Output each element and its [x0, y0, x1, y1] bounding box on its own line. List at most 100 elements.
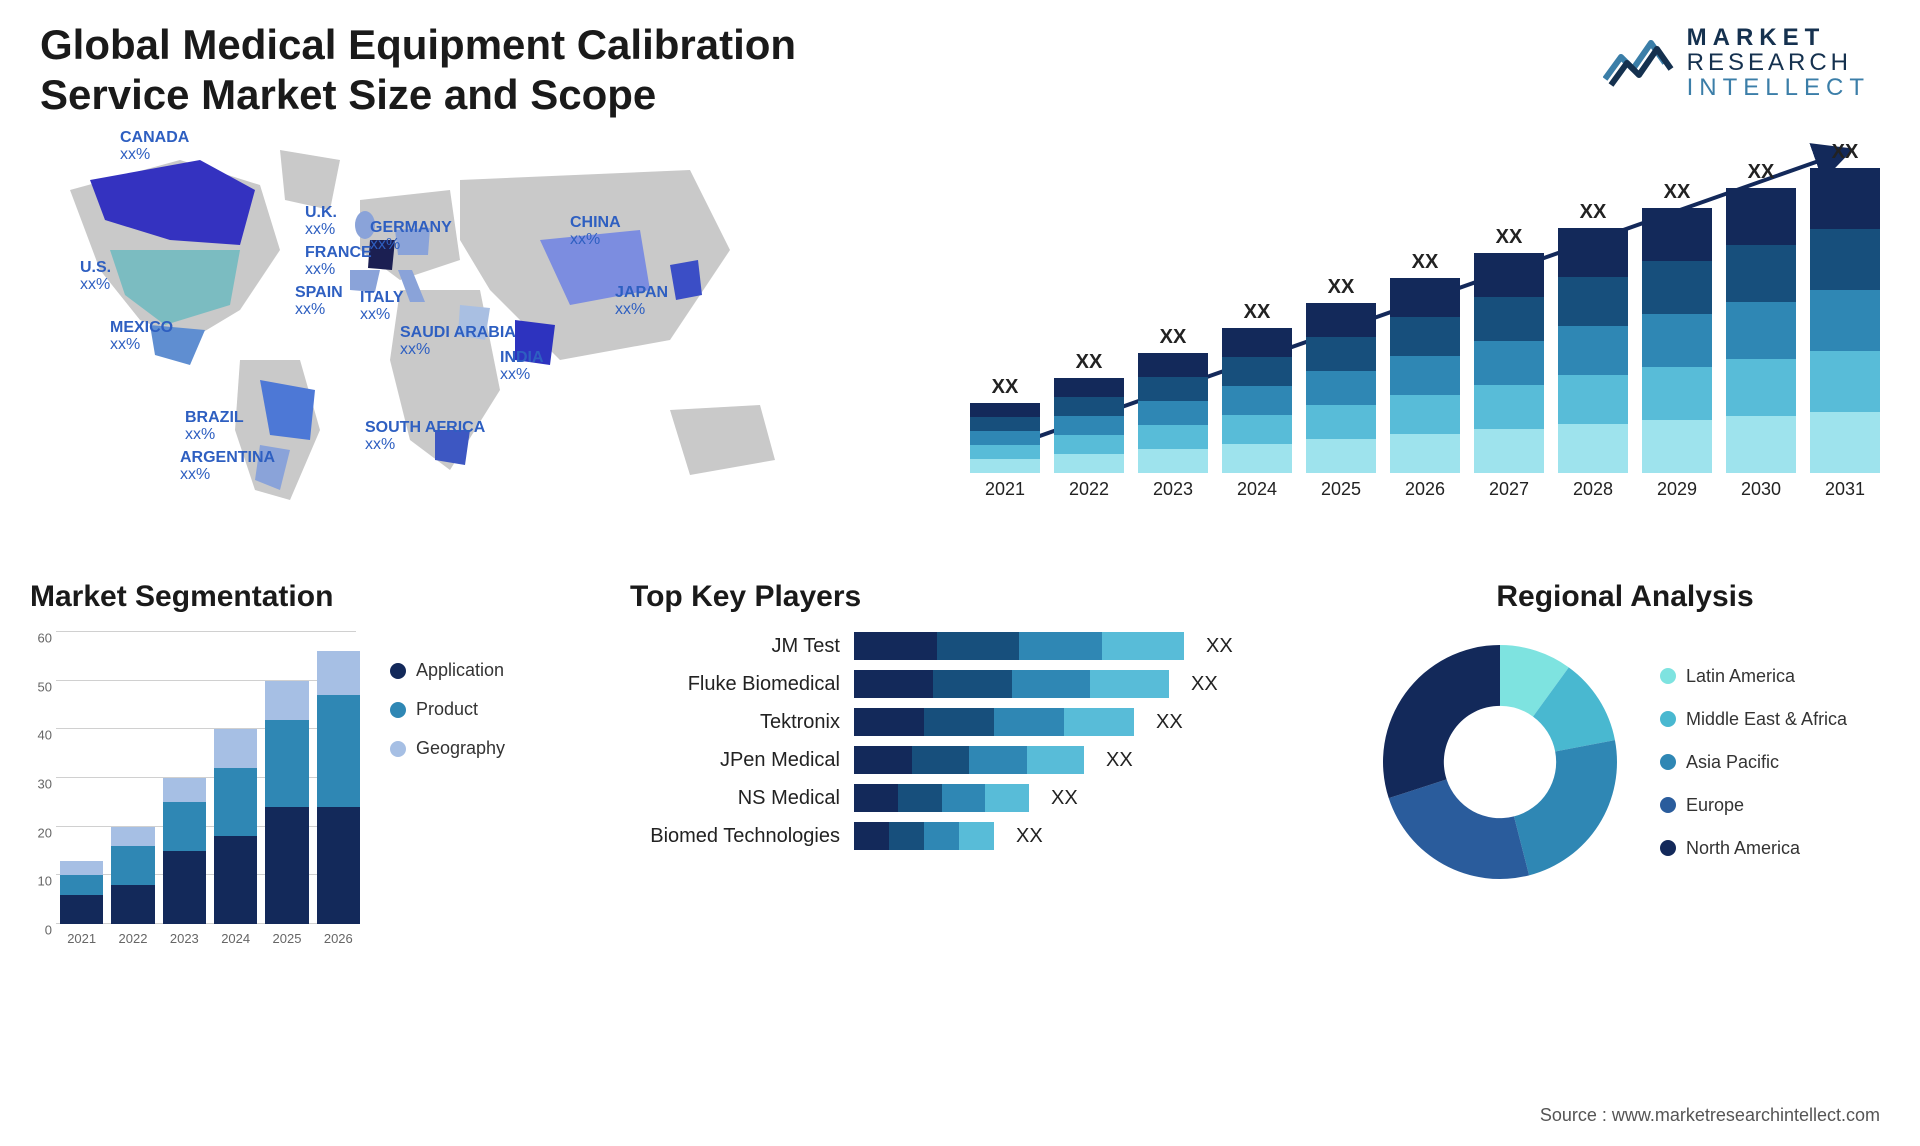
growth-chart: XX2021XX2022XX2023XX2024XX2025XX2026XX20… — [970, 130, 1880, 540]
growth-bar-stack — [1222, 328, 1292, 473]
growth-bar-2030: XX2030 — [1726, 161, 1796, 500]
growth-year-label: 2027 — [1489, 479, 1529, 500]
seg-year-label: 2021 — [60, 931, 103, 946]
map-label-argentina: ARGENTINAxx% — [180, 450, 275, 484]
player-row: Biomed TechnologiesXX — [630, 822, 1330, 850]
legend-swatch-icon — [1660, 840, 1676, 856]
map-label-china: CHINAxx% — [570, 215, 621, 249]
seg-bar-2023: 2023 — [163, 778, 206, 924]
growth-bar-stack — [1810, 168, 1880, 473]
growth-bar-stack — [1054, 378, 1124, 473]
seg-bar-2022: 2022 — [111, 827, 154, 924]
player-row: NS MedicalXX — [630, 784, 1330, 812]
growth-bar-label: XX — [992, 376, 1019, 399]
growth-bar-label: XX — [1832, 141, 1859, 164]
map-label-mexico: MEXICOxx% — [110, 320, 173, 354]
map-label-spain: SPAINxx% — [295, 285, 343, 319]
player-bar — [854, 708, 1134, 736]
legend-swatch-icon — [1660, 711, 1676, 727]
growth-year-label: 2029 — [1657, 479, 1697, 500]
seg-legend-item: Geography — [390, 738, 505, 759]
regional-legend: Latin America Middle East & Africa Asia Pa… — [1660, 666, 1847, 859]
growth-bar-2025: XX 2025 — [1306, 276, 1376, 500]
seg-legend-item: Product — [390, 699, 505, 720]
page-title: Global Medical Equipment Calibration Ser… — [40, 20, 940, 121]
growth-year-label: 2025 — [1321, 479, 1361, 500]
growth-bar-label: XX — [1328, 276, 1355, 299]
growth-year-label: 2031 — [1825, 479, 1865, 500]
region-legend-item: Europe — [1660, 795, 1847, 816]
growth-bars: XX2021XX2022XX2023XX2024XX2025XX2026XX20… — [970, 170, 1880, 500]
legend-label: Middle East & Africa — [1686, 709, 1847, 730]
growth-bar-stack — [1306, 303, 1376, 473]
player-bar — [854, 746, 1084, 774]
player-value: XX — [1051, 787, 1078, 810]
seg-ytick: 30 — [38, 777, 52, 792]
donut-slice-asia-pacific — [1514, 740, 1617, 875]
legend-swatch-icon — [1660, 754, 1676, 770]
seg-year-label: 2026 — [317, 931, 360, 946]
growth-bar-label: XX — [1748, 161, 1775, 184]
growth-bar-stack — [1138, 353, 1208, 473]
player-bar — [854, 784, 1029, 812]
seg-bar-2026: 2026 — [317, 651, 360, 924]
growth-year-label: 2023 — [1153, 479, 1193, 500]
donut-slice-north-america — [1383, 645, 1500, 798]
growth-bar-stack — [1390, 278, 1460, 473]
segmentation-plot: 202120222023202420252026 — [60, 632, 360, 924]
growth-bar-2022: XX 2022 — [1054, 351, 1124, 500]
map-label-saudi-arabia: SAUDI ARABIAxx% — [400, 325, 516, 359]
growth-bar-label: XX — [1412, 251, 1439, 274]
legend-label: Application — [416, 660, 504, 681]
seg-ytick: 50 — [38, 679, 52, 694]
growth-bar-stack — [970, 403, 1040, 473]
legend-label: Latin America — [1686, 666, 1795, 687]
logo-mark-icon — [1603, 35, 1675, 91]
legend-label: North America — [1686, 838, 1800, 859]
segmentation-chart: 0102030405060 202120222023202420252026 — [30, 632, 360, 952]
brand-logo: MARKET RESEARCH INTELLECT — [1603, 25, 1870, 101]
seg-ytick: 0 — [45, 923, 52, 938]
seg-bar-2021: 2021 — [60, 861, 103, 924]
growth-year-label: 2026 — [1405, 479, 1445, 500]
legend-label: Product — [416, 699, 478, 720]
player-value: XX — [1106, 749, 1133, 772]
growth-bar-2026: XX 2026 — [1390, 251, 1460, 500]
player-row: Tektronix XX — [630, 708, 1330, 736]
legend-swatch-icon — [390, 663, 406, 679]
map-label-south-africa: SOUTH AFRICAxx% — [365, 420, 485, 454]
legend-swatch-icon — [390, 741, 406, 757]
growth-bar-2027: XX2027 — [1474, 226, 1544, 500]
growth-bar-stack — [1642, 208, 1712, 473]
map-label-italy: ITALYxx% — [360, 290, 404, 324]
title-text: Global Medical Equipment Calibration Ser… — [40, 20, 940, 121]
player-row: Fluke Biomedical XX — [630, 670, 1330, 698]
regional-donut — [1370, 632, 1630, 892]
seg-bar-2025: 2025 — [265, 681, 308, 924]
player-name: Fluke Biomedical — [630, 673, 840, 696]
world-map-panel: CANADAxx%U.S.xx%MEXICOxx%BRAZILxx%ARGENT… — [30, 130, 930, 530]
seg-ytick: 10 — [38, 874, 52, 889]
map-label-u-s-: U.S.xx% — [80, 260, 111, 294]
growth-year-label: 2022 — [1069, 479, 1109, 500]
player-bar — [854, 670, 1169, 698]
player-name: Tektronix — [630, 711, 840, 734]
growth-year-label: 2021 — [985, 479, 1025, 500]
player-name: Biomed Technologies — [630, 825, 840, 848]
growth-bar-label: XX — [1076, 351, 1103, 374]
seg-ytick: 60 — [38, 631, 52, 646]
region-legend-item: Asia Pacific — [1660, 752, 1847, 773]
map-label-india: INDIAxx% — [500, 350, 544, 384]
map-label-france: FRANCExx% — [305, 245, 372, 279]
region-legend-item: North America — [1660, 838, 1847, 859]
legend-swatch-icon — [1660, 668, 1676, 684]
growth-bar-2021: XX 2021 — [970, 376, 1040, 500]
player-value: XX — [1191, 673, 1218, 696]
player-row: JPen MedicalXX — [630, 746, 1330, 774]
player-value: XX — [1156, 711, 1183, 734]
seg-year-label: 2023 — [163, 931, 206, 946]
growth-bar-stack — [1558, 228, 1628, 473]
growth-bar-label: XX — [1664, 181, 1691, 204]
logo-text: MARKET RESEARCH INTELLECT — [1687, 25, 1870, 101]
legend-label: Geography — [416, 738, 505, 759]
